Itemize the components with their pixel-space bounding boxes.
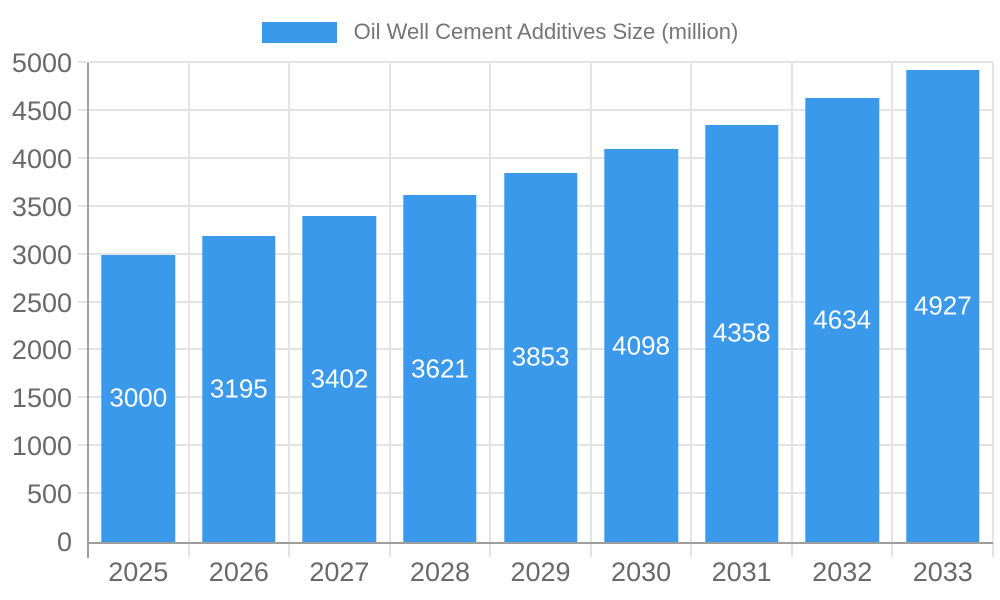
bar-value-label: 3621 bbox=[411, 353, 469, 384]
x-axis-label: 2030 bbox=[611, 557, 672, 587]
bars-row: 3000 3195 3402 3621 3853 4098 4358 4634 4927 bbox=[88, 63, 993, 542]
y-gridline bbox=[78, 156, 993, 159]
bar-cell: 3195 bbox=[189, 63, 290, 542]
x-gridline bbox=[589, 63, 592, 557]
x-axis-label: 2026 bbox=[208, 557, 269, 587]
y-axis-label: 1500 bbox=[11, 383, 72, 414]
y-axis-label: 5000 bbox=[11, 48, 72, 78]
x-gridline bbox=[489, 63, 492, 557]
bar-value-label: 4927 bbox=[913, 290, 972, 321]
bar-value-label: 3000 bbox=[109, 382, 168, 413]
legend-swatch-icon bbox=[261, 21, 337, 43]
bar-value-label: 4634 bbox=[813, 304, 872, 335]
y-axis-labels: 0 500 1000 1500 2000 2500 3000 3500 4000 4500 5000 bbox=[0, 48, 72, 557]
bar: 4358 bbox=[704, 124, 779, 542]
x-axis-label: 2033 bbox=[912, 557, 973, 587]
y-axis-label: 0 bbox=[56, 527, 72, 557]
y-axis-label: 3500 bbox=[11, 191, 72, 222]
x-axis-label: 2032 bbox=[812, 557, 873, 587]
bar-cell: 3621 bbox=[390, 63, 491, 542]
x-axis-label: 2025 bbox=[108, 557, 169, 587]
bar-value-label: 4098 bbox=[612, 330, 671, 361]
y-axis-label: 2500 bbox=[11, 287, 72, 318]
x-gridline bbox=[992, 63, 994, 557]
legend-label: Oil Well Cement Additives Size (million) bbox=[353, 19, 739, 44]
legend: Oil Well Cement Additives Size (million) bbox=[0, 13, 1000, 51]
x-gridline bbox=[690, 63, 693, 557]
bar-cell: 3000 bbox=[88, 63, 189, 542]
y-axis-label: 500 bbox=[26, 479, 72, 510]
x-gridline bbox=[388, 63, 391, 557]
x-gridline bbox=[891, 63, 894, 557]
bar-value-label: 3195 bbox=[209, 373, 268, 404]
y-axis-line bbox=[87, 63, 89, 558]
bar-cell: 4358 bbox=[691, 63, 792, 542]
bar-value-label: 3853 bbox=[511, 341, 570, 372]
y-axis-label: 2000 bbox=[11, 335, 72, 366]
bar: 3000 bbox=[101, 254, 175, 542]
y-axis-label: 1000 bbox=[11, 431, 72, 462]
bar: 4927 bbox=[906, 70, 980, 542]
y-gridline bbox=[78, 108, 993, 111]
bar-value-label: 3402 bbox=[310, 363, 369, 394]
bar: 3853 bbox=[503, 172, 578, 542]
y-axis-label: 4500 bbox=[11, 95, 72, 126]
x-axis-label: 2027 bbox=[309, 557, 370, 587]
x-gridline bbox=[187, 63, 190, 557]
bar: 4634 bbox=[805, 98, 879, 542]
bar-cell: 4927 bbox=[893, 63, 994, 542]
y-axis-label: 3000 bbox=[11, 239, 72, 270]
x-gridline bbox=[790, 63, 793, 557]
bar: 3195 bbox=[202, 235, 276, 542]
bar: 3402 bbox=[302, 216, 377, 542]
bar-cell: 3402 bbox=[289, 63, 390, 542]
x-axis-label: 2029 bbox=[510, 557, 571, 587]
plot-area: 3000 3195 3402 3621 3853 4098 4358 4634 4927 bbox=[78, 61, 994, 558]
bar: 4098 bbox=[604, 149, 678, 542]
x-axis-line bbox=[88, 542, 993, 544]
bar-value-label: 4358 bbox=[712, 317, 771, 348]
y-gridline bbox=[78, 61, 993, 63]
bar-cell: 3853 bbox=[490, 63, 591, 542]
bar-cell: 4634 bbox=[792, 63, 893, 542]
x-axis-label: 2031 bbox=[711, 557, 772, 587]
x-axis-labels: 2025 2026 2027 2028 2029 2030 2031 2032 2033 bbox=[88, 557, 993, 587]
y-axis-label: 4000 bbox=[11, 143, 72, 174]
bar-cell: 4098 bbox=[591, 63, 692, 542]
bar: 3621 bbox=[403, 195, 477, 542]
x-axis-label: 2028 bbox=[409, 557, 470, 587]
x-gridline bbox=[288, 63, 291, 557]
